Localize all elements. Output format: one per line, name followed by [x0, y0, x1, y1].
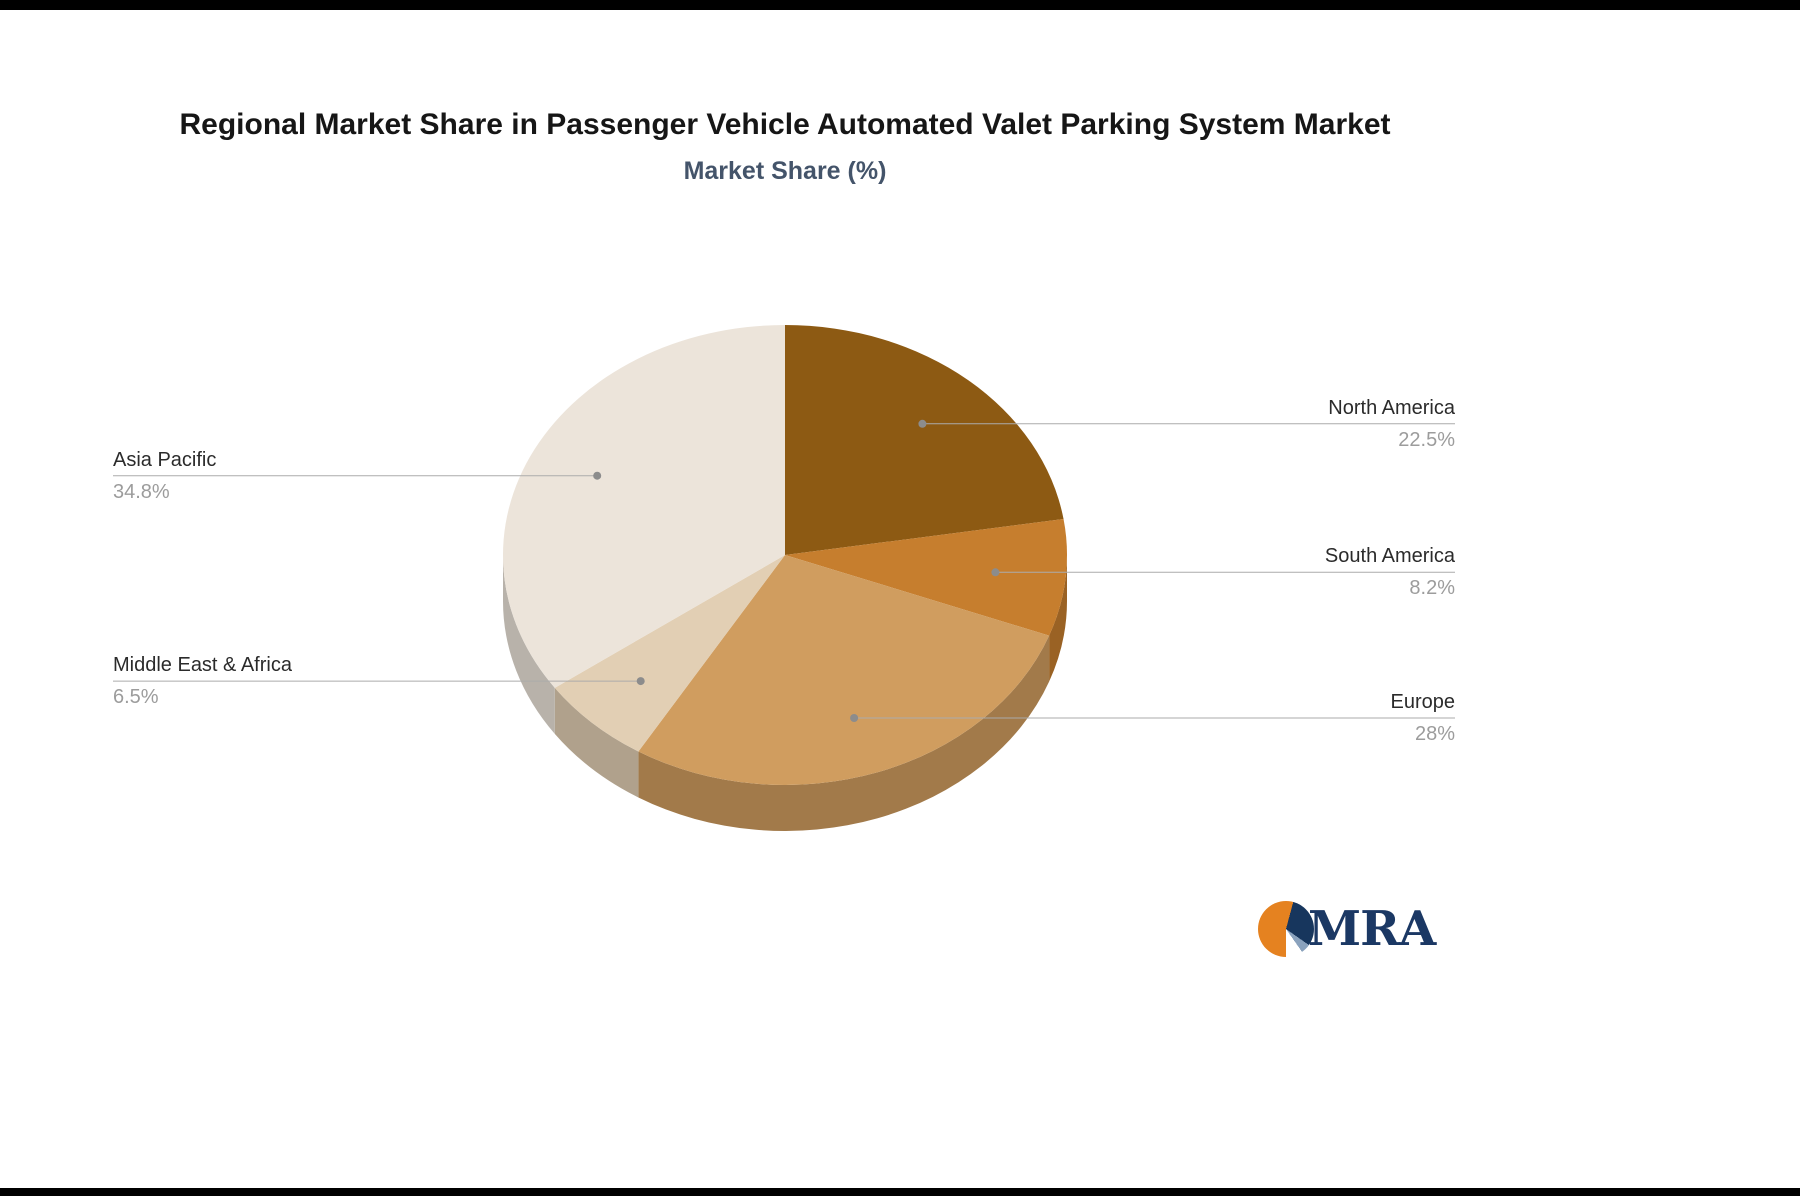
pie-depth-europe: [638, 635, 1050, 831]
leader-dot-north-america: [918, 419, 927, 428]
leader-dot-middle-east-africa: [636, 677, 645, 686]
logo-text: MRA: [1308, 901, 1436, 957]
chart-subtitle: Market Share (%): [683, 157, 887, 185]
callout-europe: Europe 28%: [1095, 690, 1456, 746]
slice-value: 28%: [1414, 723, 1455, 746]
mra-logo: MRA: [1258, 901, 1436, 957]
callout-north-america: North America 22.5%: [1095, 396, 1455, 452]
slice-label: Europe: [1390, 691, 1456, 714]
slice-label: North America: [1328, 396, 1455, 419]
leader-dot-europe: [850, 714, 859, 722]
leader-dot-asia-pacific: [593, 471, 602, 480]
pie-depth-middle-east-africa: [554, 687, 639, 798]
slice-label: South America: [1324, 545, 1455, 568]
pie-slice-europe: [638, 555, 1050, 785]
chart-header: Regional Market Share in Passenger Vehic…: [0, 106, 1570, 186]
pie-slice-middle-east-africa: [554, 555, 785, 752]
bottom-border: [0, 1188, 1800, 1196]
pie-depth-asia-pacific: [503, 555, 555, 734]
slice-value: 34.8%: [113, 480, 170, 503]
slice-value: 8.2%: [1409, 577, 1455, 600]
callout-middle-east-africa: Middle East & Africa 6.5%: [113, 653, 473, 709]
slice-label: Asia Pacific: [113, 448, 217, 471]
callout-asia-pacific: Asia Pacific 34.8%: [113, 448, 473, 504]
pie-slice-north-america: [785, 325, 1064, 555]
leader-dot-south-america: [991, 568, 1000, 577]
callout-south-america: South America 8.2%: [1095, 544, 1455, 600]
slice-label: Middle East & Africa: [113, 654, 292, 677]
chart-title: Regional Market Share in Passenger Vehic…: [179, 108, 1391, 141]
top-border: [0, 0, 1800, 10]
slice-value: 6.5%: [113, 686, 159, 709]
slice-value: 22.5%: [1398, 428, 1455, 451]
pie-slice-south-america: [785, 519, 1068, 636]
pie-slice-asia-pacific: [502, 325, 785, 688]
logo-pie-icon: [1258, 901, 1314, 957]
pie-depth-south-america: [1049, 555, 1067, 682]
